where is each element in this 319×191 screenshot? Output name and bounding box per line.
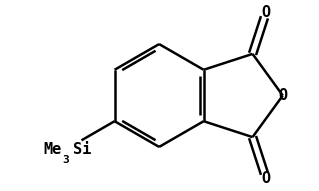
Text: Si: Si <box>73 142 92 157</box>
Text: Me: Me <box>44 142 62 157</box>
Text: 3: 3 <box>62 155 69 165</box>
Text: O: O <box>262 171 271 186</box>
Text: O: O <box>262 5 271 20</box>
Text: O: O <box>278 88 287 103</box>
